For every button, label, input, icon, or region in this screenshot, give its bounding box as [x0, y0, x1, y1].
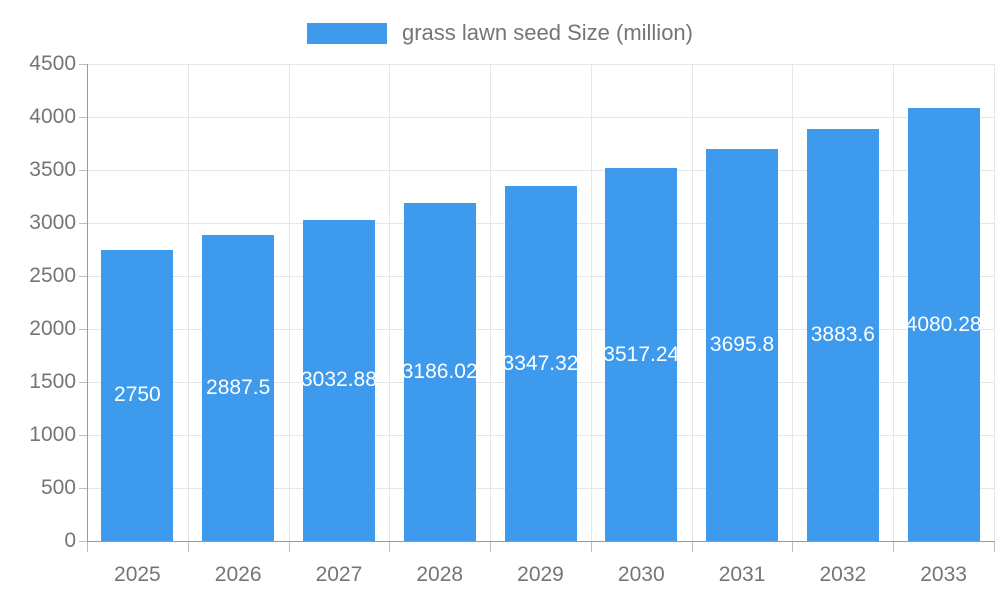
x-axis-tick	[590, 541, 592, 552]
bar-value-label: 3347.32	[502, 351, 579, 375]
y-axis-tick	[79, 541, 87, 542]
bar-value-label: 3186.02	[401, 360, 478, 384]
bar-2032	[806, 129, 879, 541]
x-axis-tick	[87, 541, 88, 552]
bar-2028	[403, 203, 476, 541]
y-axis-line	[87, 64, 88, 541]
y-gridline	[87, 170, 994, 171]
x-gridline	[187, 64, 189, 541]
bar-value-label: 3032.88	[300, 368, 377, 392]
y-axis-tick-label: 1500	[29, 370, 76, 393]
bar-2025	[101, 249, 174, 541]
x-axis-category-label: 2029	[517, 563, 564, 586]
y-gridline	[87, 117, 994, 118]
x-axis-tick	[490, 541, 492, 552]
x-axis-category-label: 2033	[920, 563, 967, 586]
x-axis-tick	[893, 541, 895, 552]
x-axis-line	[87, 541, 994, 542]
y-axis-tick-label: 3000	[29, 211, 76, 234]
bar-2033	[907, 108, 980, 541]
y-axis-tick	[79, 117, 87, 118]
y-axis-tick-label: 4500	[29, 52, 76, 75]
x-gridline	[691, 64, 693, 541]
x-axis-tick	[389, 541, 391, 552]
y-axis-tick-label: 2000	[29, 317, 76, 340]
y-axis-tick	[79, 488, 87, 489]
y-axis-tick-label: 500	[40, 476, 76, 499]
bar-2031	[706, 149, 779, 541]
legend-label: grass lawn seed Size (million)	[402, 20, 693, 45]
x-gridline	[994, 64, 995, 541]
bar-value-label: 3695.8	[709, 333, 775, 357]
bar-value-label: 4080.28	[905, 312, 982, 336]
x-axis-tick	[792, 541, 794, 552]
bar-2027	[302, 219, 375, 541]
y-gridline	[87, 64, 994, 65]
legend[interactable]: grass lawn seed Size (million)	[0, 20, 1000, 46]
bar-value-label: 2887.5	[206, 375, 271, 399]
x-axis-category-label: 2025	[114, 563, 161, 586]
y-axis-tick-label: 1000	[29, 423, 76, 446]
bar-2026	[202, 234, 275, 541]
bar-value-label: 2750	[114, 383, 161, 407]
y-axis-tick	[79, 276, 87, 277]
y-axis-tick-label: 4000	[29, 105, 76, 128]
legend-swatch	[307, 22, 387, 44]
bar-value-label: 3517.24	[603, 342, 680, 366]
x-axis-tick	[288, 541, 290, 552]
y-axis-tick	[79, 382, 87, 383]
bar-value-label: 3883.6	[810, 323, 875, 347]
x-gridline	[792, 64, 794, 541]
y-axis-tick-label: 0	[64, 529, 76, 552]
x-axis-tick	[187, 541, 189, 552]
x-gridline	[590, 64, 592, 541]
bar-2030	[605, 168, 678, 541]
y-axis-tick-label: 3500	[29, 158, 76, 181]
bar-2029	[504, 186, 577, 541]
x-gridline	[389, 64, 391, 541]
y-axis-tick	[79, 64, 87, 65]
x-axis-tick	[994, 541, 995, 552]
x-gridline	[288, 64, 290, 541]
x-axis-tick	[691, 541, 693, 552]
x-gridline	[893, 64, 895, 541]
x-axis-category-label: 2027	[315, 563, 363, 586]
y-axis-tick-label: 2500	[29, 264, 76, 287]
x-axis-category-label: 2030	[617, 563, 665, 586]
y-axis-tick	[79, 223, 87, 224]
y-axis-tick	[79, 329, 87, 330]
x-axis-category-label: 2026	[214, 563, 262, 586]
y-axis-tick	[79, 435, 87, 436]
x-gridline	[490, 64, 492, 541]
y-axis-tick	[79, 170, 87, 171]
x-axis-category-label: 2028	[416, 563, 464, 586]
x-axis-category-label: 2032	[819, 563, 867, 586]
x-axis-category-label: 2031	[718, 563, 766, 586]
